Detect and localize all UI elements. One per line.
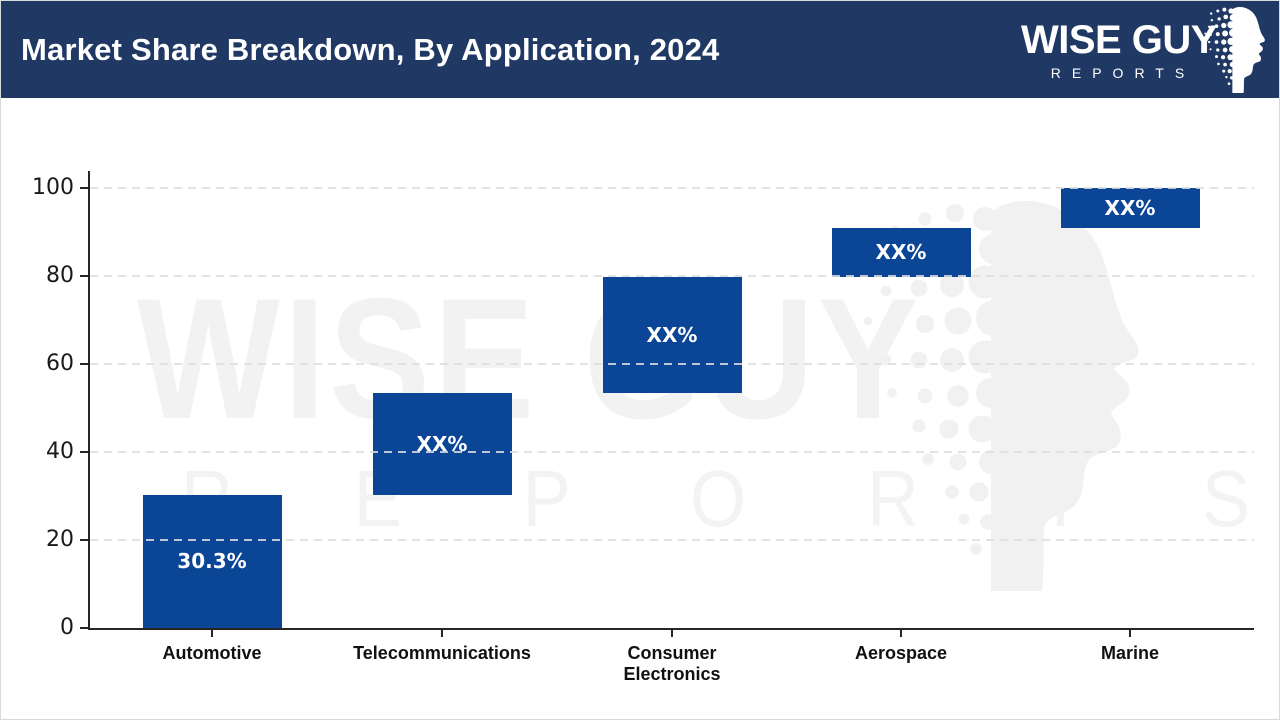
- x-tick-mark: [211, 630, 213, 637]
- x-category-label: Automotive: [97, 643, 327, 664]
- x-category-label-line: Aerospace: [854, 643, 948, 663]
- bar-value-label: XX%: [646, 322, 698, 347]
- bar-value-label: XX%: [875, 240, 927, 265]
- x-category-label-line: Marine: [1100, 643, 1160, 663]
- bar-value-label: XX%: [1104, 196, 1156, 221]
- bar-value-label: 30.3%: [177, 549, 247, 574]
- bar: XX%: [1060, 188, 1200, 229]
- x-category-label-line: Automotive: [162, 643, 262, 663]
- x-tick-mark: [441, 630, 443, 637]
- watermark-line1: WISE GUY: [137, 263, 923, 455]
- bar: 30.3%: [142, 494, 282, 628]
- gridline: [90, 187, 1254, 189]
- y-tick-label: 0: [60, 615, 74, 640]
- gridline: [90, 275, 1254, 277]
- y-tick-label: 60: [46, 351, 74, 376]
- header: Market Share Breakdown, By Application, …: [1, 1, 1279, 98]
- bar: XX%: [372, 392, 512, 495]
- brand-name: WISE GUY: [1020, 17, 1218, 62]
- brand-logo: WISE GUY REPORTS: [1021, 6, 1269, 94]
- brand-subtitle: REPORTS: [1050, 64, 1196, 81]
- y-tick-label: 20: [46, 527, 74, 552]
- y-tick-mark: [80, 363, 88, 365]
- x-tick-mark: [671, 630, 673, 637]
- x-category-label-line: Telecommunications: [353, 643, 531, 663]
- x-category-label-line: Electronics: [623, 664, 721, 684]
- y-tick-label: 100: [32, 175, 74, 200]
- x-tick-mark: [900, 630, 902, 637]
- y-tick-mark: [80, 539, 88, 541]
- bar-value-label: XX%: [416, 431, 468, 456]
- x-category-label-line: Consumer: [627, 643, 717, 663]
- brand-logo-text: WISE GUY REPORTS: [1020, 17, 1218, 81]
- y-tick-mark: [80, 451, 88, 453]
- y-axis-line: [88, 171, 90, 630]
- x-category-label: Telecommunications: [327, 643, 557, 664]
- x-axis-line: [88, 628, 1254, 630]
- x-category-label: Consumer Electronics: [557, 643, 787, 685]
- y-tick-label: 40: [46, 439, 74, 464]
- y-tick-mark: [80, 627, 88, 629]
- x-category-label: Marine: [1015, 643, 1245, 664]
- gridline: [90, 539, 1254, 541]
- y-tick-label: 80: [46, 263, 74, 288]
- x-category-label: Aerospace: [786, 643, 1016, 664]
- x-tick-mark: [1129, 630, 1131, 637]
- gridline: [90, 451, 1254, 453]
- bar: XX%: [831, 228, 971, 277]
- y-tick-mark: [80, 275, 88, 277]
- bar: XX%: [602, 276, 742, 393]
- page-title: Market Share Breakdown, By Application, …: [21, 31, 720, 67]
- y-tick-mark: [80, 187, 88, 189]
- gridline: [90, 363, 1254, 365]
